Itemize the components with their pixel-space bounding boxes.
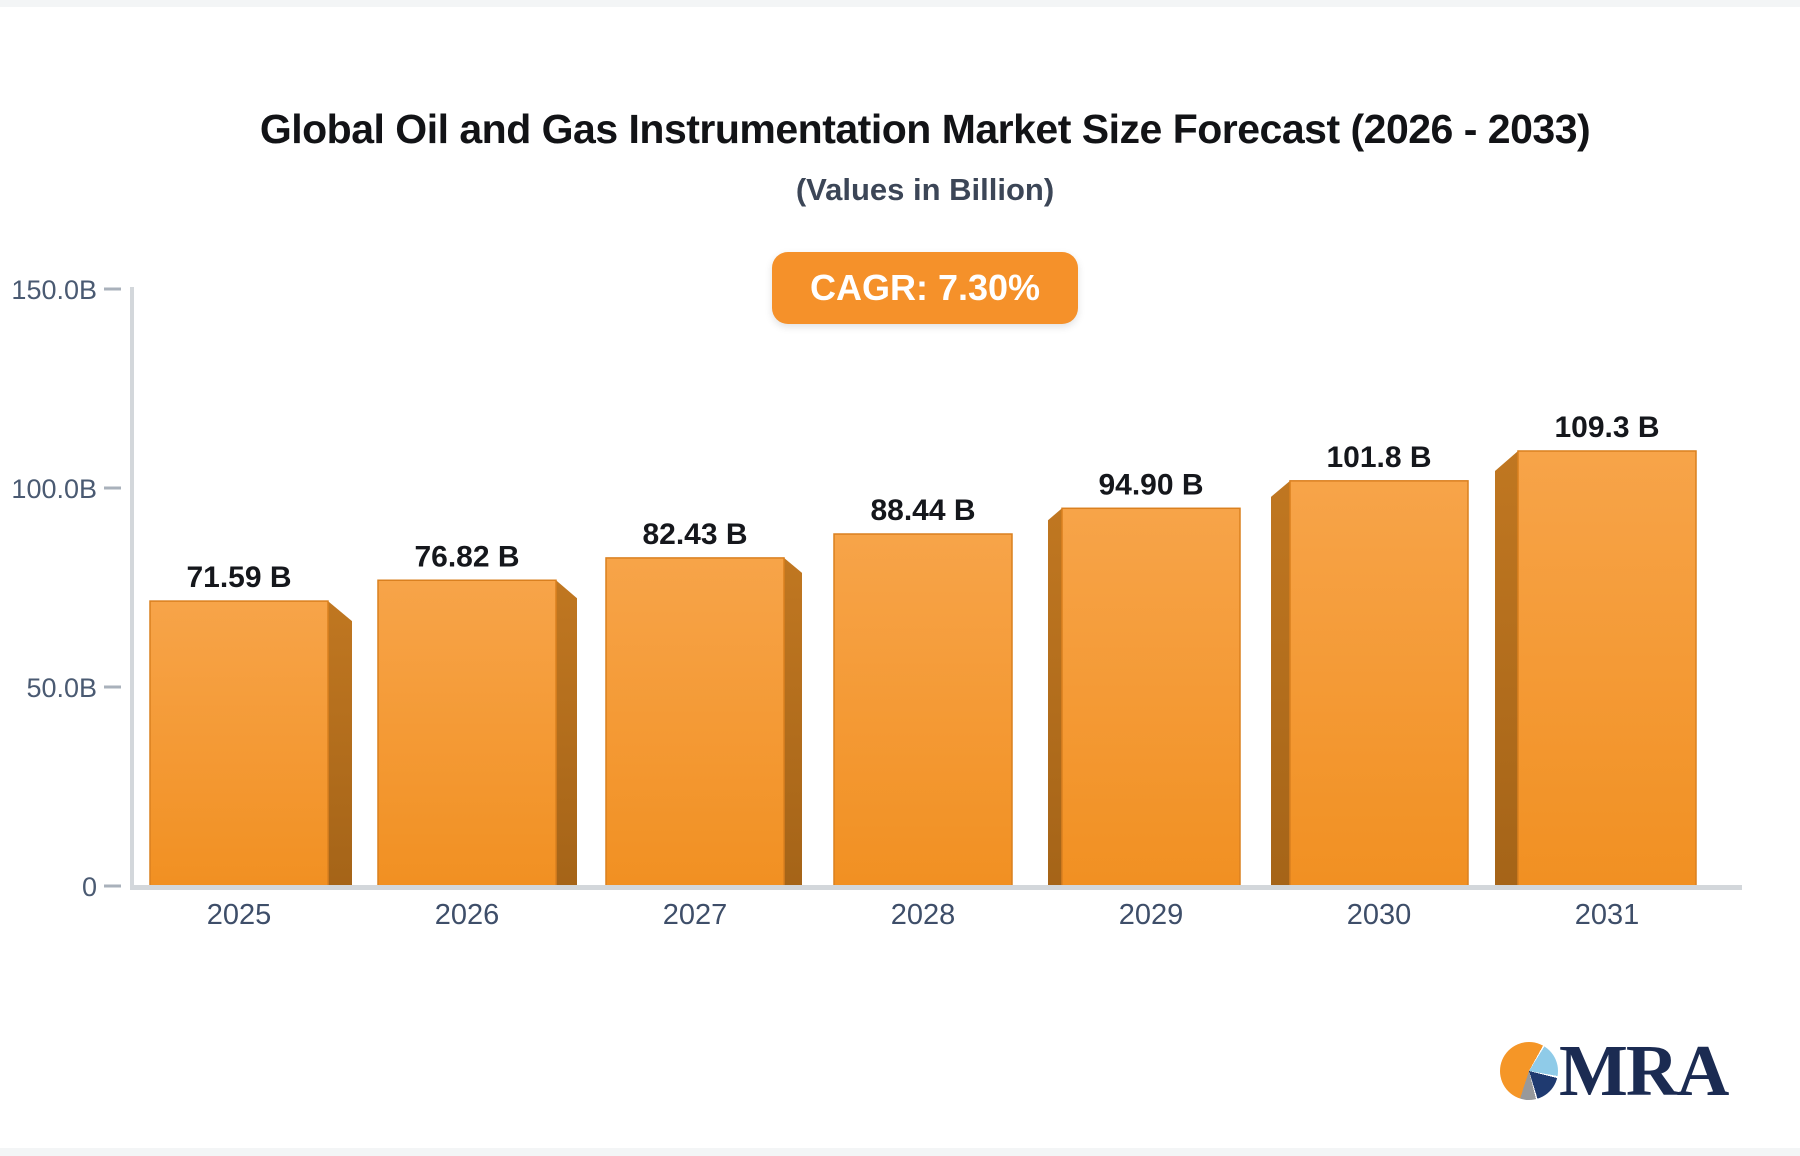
bar [1517, 450, 1697, 887]
bar-side-face [1271, 480, 1290, 886]
mra-logo-text: MRA [1559, 1030, 1729, 1111]
mra-logo: MRA [1500, 1030, 1729, 1111]
bar [1061, 507, 1241, 887]
x-axis-category-label: 2026 [435, 899, 500, 931]
page-bottom-edge [0, 1148, 1800, 1156]
bar-value-label: 82.43 B [642, 518, 747, 551]
cagr-badge: CAGR: 7.30% [771, 252, 1079, 324]
bar-group: 88.44 B 2028 [833, 494, 1013, 931]
bar [149, 600, 329, 887]
bar-side-face [784, 557, 802, 886]
bar-group: 94.90 B 2029 [1048, 468, 1241, 931]
chart-subtitle: (Values in Billion) [795, 172, 1055, 207]
bar [1289, 480, 1469, 887]
mra-pie-logo-icon [1500, 1041, 1558, 1100]
bar-group: 82.43 B 2027 [605, 518, 802, 931]
bar-group: 101.8 B 2030 [1271, 441, 1469, 931]
x-axis-category-label: 2031 [1575, 899, 1640, 931]
y-axis-tick-label: 0 [82, 872, 97, 902]
bar-value-label: 76.82 B [414, 540, 519, 573]
bar-value-label: 109.3 B [1554, 411, 1659, 444]
bar-side-face [556, 580, 577, 886]
bar-group: 109.3 B 2031 [1495, 411, 1697, 931]
bar-value-label: 88.44 B [870, 494, 975, 527]
bar-value-label: 94.90 B [1098, 468, 1203, 501]
y-axis-tick-label: 150.0B [11, 275, 97, 305]
bar-value-label: 71.59 B [186, 561, 291, 594]
bar [377, 579, 557, 887]
badge-row: CAGR: 7.30% [50, 252, 1800, 324]
bar [605, 557, 785, 887]
chart-title: Global Oil and Gas Instrumentation Marke… [259, 106, 1591, 152]
bar-group: 76.82 B 2026 [377, 540, 577, 931]
bar-side-face [1495, 450, 1518, 886]
y-axis-line [130, 287, 134, 890]
bar-side-face [328, 601, 352, 886]
bar-value-label: 101.8 B [1326, 441, 1431, 474]
y-axis-tick-label: 100.0B [11, 474, 97, 504]
bar-group: 71.59 B 2025 [149, 561, 352, 931]
x-axis-category-label: 2027 [663, 899, 728, 931]
bar-side-face [1048, 508, 1062, 886]
x-axis-category-label: 2028 [891, 899, 956, 931]
x-axis-category-label: 2030 [1347, 899, 1412, 931]
x-axis-category-label: 2029 [1119, 899, 1184, 931]
page-top-edge [0, 0, 1800, 7]
x-axis-line [130, 885, 1742, 890]
y-axis-tick-label: 50.0B [26, 673, 97, 703]
bar [833, 533, 1013, 887]
x-axis-category-label: 2025 [207, 899, 272, 931]
